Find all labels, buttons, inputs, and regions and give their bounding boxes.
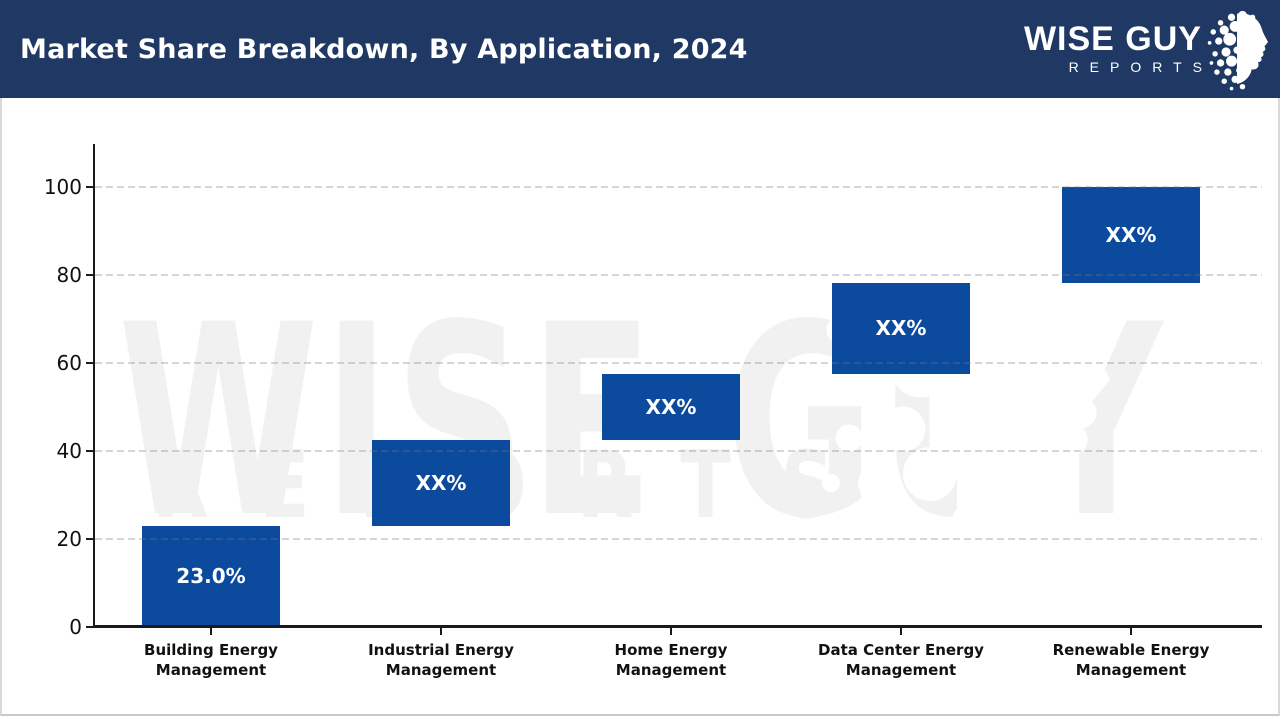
dotted-head-icon [1207,10,1269,91]
x-tick-mark [670,628,672,635]
x-tick-mark [1130,628,1132,635]
y-tick-mark [86,450,94,452]
bar-value-label: 23.0% [176,564,246,589]
x-tick-mark [440,628,442,635]
x-tick-mark [210,628,212,635]
page-title: Market Share Breakdown, By Application, … [20,33,748,65]
x-category-label: Building Energy Management [91,640,331,680]
x-category-label-line: Renewable Energy [1052,641,1210,659]
y-tick-label: 80 [56,263,82,287]
chart-bar: XX% [832,283,970,374]
chart-bar: XX% [602,373,740,441]
chart-bar: XX% [372,440,510,526]
x-category-label-line: Management [615,661,727,679]
x-category-label: Home Energy Management [551,640,791,680]
x-category-label-line: Management [385,661,497,679]
y-tick-mark [86,626,94,628]
x-category-label-line: Management [1075,661,1187,679]
y-tick-label: 0 [69,615,82,639]
chart-bar: 23.0% [142,525,280,627]
y-tick-mark [86,362,94,364]
x-category-label-line: Home Energy [614,641,728,659]
x-axis-line [93,625,1262,628]
header-bar: Market Share Breakdown, By Application, … [0,0,1280,98]
y-tick-mark [86,186,94,188]
y-tick-label: 20 [56,527,82,551]
brand-subname: REPORTS [1068,59,1213,75]
y-gridline [95,362,1262,364]
y-axis-line [93,144,95,628]
chart-bar: XX% [1062,187,1200,284]
brand-name: WISE GUY [1023,20,1202,58]
y-gridline [95,186,1262,188]
bar-value-label: XX% [1105,223,1157,248]
bar-value-label: XX% [645,394,697,419]
y-tick-label: 60 [56,351,82,375]
y-tick-label: 40 [56,439,82,463]
y-gridline [95,274,1262,276]
brand-logo: WISE GUY REPORTS [1008,4,1274,96]
bar-value-label: XX% [875,316,927,341]
content-frame [0,98,1280,716]
y-gridline [95,450,1262,452]
x-tick-mark [900,628,902,635]
y-tick-mark [86,538,94,540]
x-category-label-line: Building Energy [144,641,278,659]
x-category-label-line: Management [845,661,957,679]
y-tick-mark [86,274,94,276]
x-category-label: Data Center Energy Management [781,640,1021,680]
x-category-label-line: Management [155,661,267,679]
y-tick-label: 100 [43,175,82,199]
bar-value-label: XX% [415,471,467,496]
x-category-label-line: Data Center Energy [818,641,984,659]
x-category-label: Renewable Energy Management [1011,640,1251,680]
brand-logo-text: WISE GUY REPORTS [1024,22,1202,75]
x-category-label: Industrial Energy Management [321,640,561,680]
y-gridline [95,538,1262,540]
x-category-label-line: Industrial Energy [368,641,514,659]
